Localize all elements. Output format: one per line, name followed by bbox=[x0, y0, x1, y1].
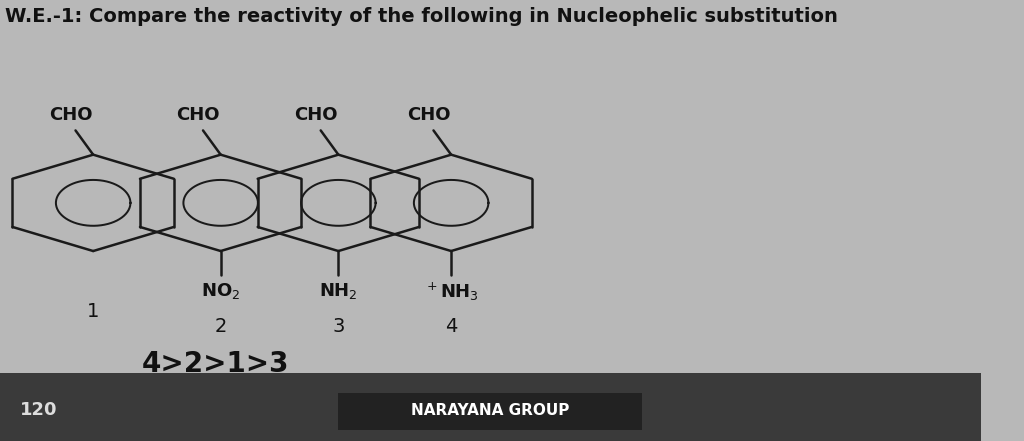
Text: W.E.-1: Compare the reactivity of the following in Nucleophelic substitution: W.E.-1: Compare the reactivity of the fo… bbox=[5, 7, 838, 26]
Text: 2: 2 bbox=[214, 317, 227, 336]
Text: NO$_2$: NO$_2$ bbox=[201, 280, 241, 301]
Text: 4>2>1>3: 4>2>1>3 bbox=[142, 350, 290, 378]
Text: $^+$NH$_3$: $^+$NH$_3$ bbox=[424, 280, 478, 303]
Text: 1: 1 bbox=[87, 302, 99, 321]
Text: 4: 4 bbox=[445, 317, 458, 336]
Text: NH$_2$: NH$_2$ bbox=[319, 280, 357, 301]
Text: CHO: CHO bbox=[49, 106, 92, 124]
Text: 3: 3 bbox=[332, 317, 344, 336]
Text: CHO: CHO bbox=[294, 106, 338, 124]
Text: 120: 120 bbox=[19, 401, 57, 419]
Text: CHO: CHO bbox=[407, 106, 451, 124]
Text: CHO: CHO bbox=[176, 106, 220, 124]
FancyBboxPatch shape bbox=[338, 392, 642, 430]
Text: NARAYANA GROUP: NARAYANA GROUP bbox=[412, 403, 569, 418]
Bar bbox=[0, 373, 981, 441]
